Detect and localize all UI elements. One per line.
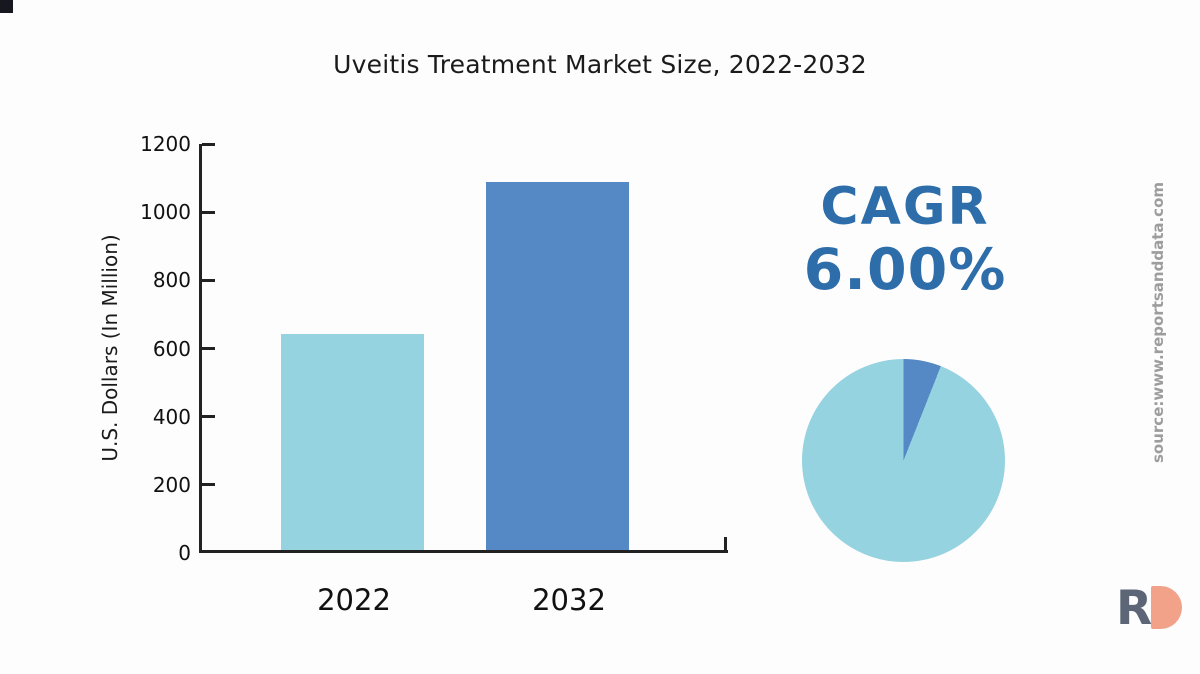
y-tick-mark — [202, 278, 215, 282]
cagr-pie-chart — [802, 359, 1005, 562]
corner-mark — [0, 0, 13, 13]
y-tick-label: 200 — [152, 472, 191, 497]
y-tick-label: 1200 — [140, 132, 191, 156]
y-tick-label: 800 — [152, 268, 191, 293]
chart-title: Uveitis Treatment Market Size, 2022-2032 — [333, 50, 867, 79]
y-tick-mark — [202, 210, 215, 214]
logo-letter-r: R — [1116, 580, 1153, 636]
y-tick-label: 1000 — [140, 200, 191, 225]
y-axis-line — [199, 144, 202, 553]
y-tick-mark — [202, 142, 215, 146]
y-tick-mark — [202, 415, 215, 419]
reportsanddata-logo: R — [1116, 580, 1183, 636]
cagr-value: 6.00% — [803, 236, 1007, 303]
x-axis-line — [199, 550, 728, 553]
x-axis-end-tick — [724, 537, 727, 550]
y-tick-mark — [202, 347, 215, 350]
y-tick-mark — [202, 483, 215, 487]
y-tick-label: 0 — [178, 541, 191, 565]
y-tick-label: 600 — [152, 336, 191, 361]
x-tick-label-2032: 2032 — [532, 583, 606, 617]
cagr-block: CAGR 6.00% — [790, 177, 1020, 303]
source-note: source:www.reportsanddata.com — [1149, 182, 1167, 464]
logo-letter-d-icon — [1151, 585, 1183, 629]
bar-2032 — [485, 181, 629, 550]
cagr-label: CAGR — [820, 177, 990, 237]
bar-chart-plot — [199, 142, 728, 553]
bar-2022 — [280, 333, 424, 550]
x-tick-label-2022: 2022 — [317, 583, 391, 617]
y-tick-label: 400 — [152, 404, 191, 429]
